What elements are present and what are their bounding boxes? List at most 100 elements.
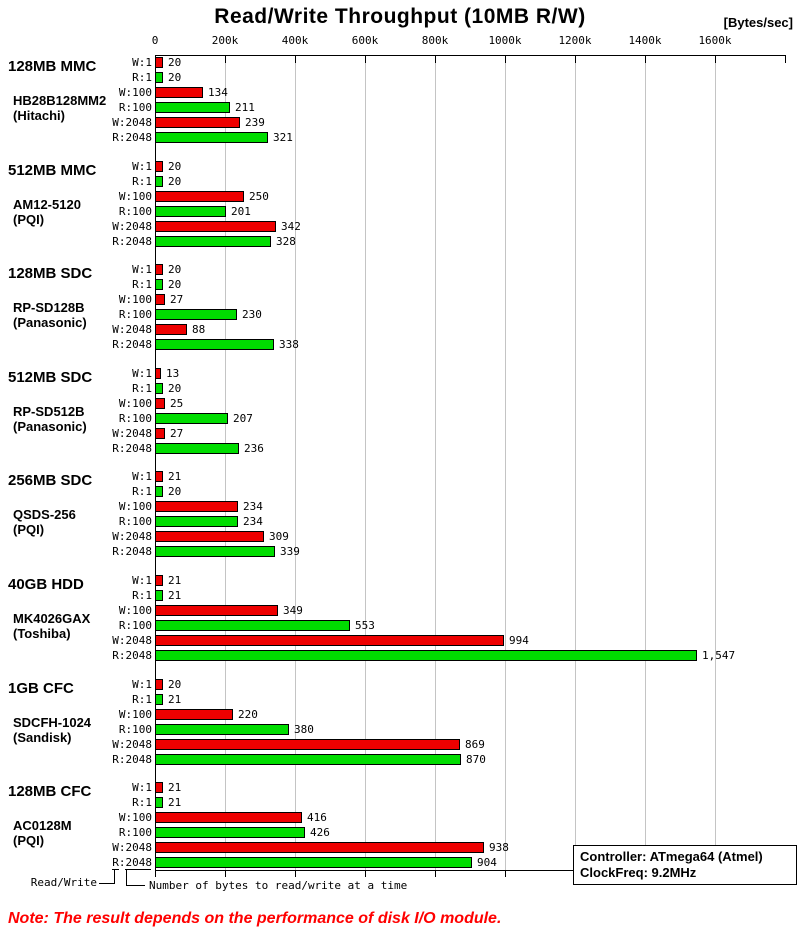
write-bar (155, 191, 244, 202)
bar-row-label: W:100 (118, 190, 152, 203)
bar-row-label: W:2048 (112, 323, 152, 336)
bar-value-label: 207 (233, 412, 253, 425)
bar-row-label: R:100 (118, 619, 152, 632)
group-maker-label: (Sandisk) (13, 730, 72, 745)
read-bar (155, 309, 237, 320)
write-bar (155, 221, 276, 232)
group-name-label: 40GB HDD (8, 576, 84, 593)
bar-row-label: W:100 (118, 293, 152, 306)
gridline (645, 56, 646, 870)
bar-value-label: 20 (168, 278, 182, 291)
bar-value-label: 88 (192, 323, 206, 336)
write-bar (155, 605, 278, 616)
bar-row-label: R:2048 (112, 649, 152, 662)
bar-row-label: W:1 (132, 160, 152, 173)
x-axis-tick-label: 0 (151, 34, 159, 47)
bar-value-label: 342 (281, 220, 301, 233)
read-bar (155, 546, 275, 557)
group-name-label: 1GB CFC (8, 680, 74, 697)
bar-value-label: 230 (242, 308, 262, 321)
bar-value-label: 309 (269, 530, 289, 543)
bar-row-label: R:2048 (112, 235, 152, 248)
read-bar (155, 132, 268, 143)
group-maker-label: (PQI) (13, 522, 45, 537)
bar-value-label: 426 (310, 826, 330, 839)
bar-value-label: 870 (466, 753, 486, 766)
bar-value-label: 25 (170, 397, 184, 410)
axis-tick-mark (505, 56, 506, 63)
bytes-count-callout-bracket (126, 870, 145, 886)
group-name-label: 128MB SDC (8, 265, 93, 282)
gridline (575, 56, 576, 870)
axis-tick-mark (155, 871, 156, 877)
axis-tick-mark (365, 56, 366, 63)
bar-value-label: 20 (168, 263, 182, 276)
group-model-label: QSDS-256 (13, 507, 76, 522)
read-bar (155, 857, 472, 868)
bar-row-label: R:100 (118, 723, 152, 736)
read-bar (155, 694, 163, 705)
bar-row-label: R:100 (118, 826, 152, 839)
write-bar (155, 471, 163, 482)
bar-row-label: R:1 (132, 693, 152, 706)
write-bar (155, 739, 460, 750)
group-model-label: RP-SD128B (13, 300, 85, 315)
bar-value-label: 13 (166, 367, 180, 380)
write-bar (155, 575, 163, 586)
bar-row-label: R:1 (132, 382, 152, 395)
read-bar (155, 413, 228, 424)
bar-row-label: R:2048 (112, 856, 152, 869)
bar-value-label: 211 (235, 101, 255, 114)
axis-tick-mark (225, 56, 226, 63)
read-bar (155, 339, 274, 350)
x-axis-tick-label: 1400k (628, 34, 662, 47)
axis-tick-mark (295, 56, 296, 63)
bar-row-label: R:100 (118, 412, 152, 425)
write-bar (155, 782, 163, 793)
group-model-label: SDCFH-1024 (13, 715, 92, 730)
bar-value-label: 21 (168, 589, 182, 602)
bar-row-label: W:100 (118, 397, 152, 410)
read-bar (155, 620, 350, 631)
bar-row-label: R:2048 (112, 753, 152, 766)
bar-row-label: W:1 (132, 367, 152, 380)
axis-tick-mark (715, 56, 716, 63)
axis-tick-mark (435, 56, 436, 63)
bar-value-label: 20 (168, 160, 182, 173)
x-axis-tick-label: 600k (351, 34, 379, 47)
axis-tick-mark (435, 871, 436, 877)
bar-row-label: W:2048 (112, 841, 152, 854)
bar-row-label: W:100 (118, 86, 152, 99)
bar-row-label: W:1 (132, 263, 152, 276)
read-bar (155, 797, 163, 808)
read-bar (155, 176, 163, 187)
bar-value-label: 938 (489, 841, 509, 854)
clockfreq-info-line: ClockFreq: 9.2MHz (580, 865, 697, 880)
bar-row-label: R:1 (132, 485, 152, 498)
write-bar (155, 501, 238, 512)
bar-value-label: 20 (168, 71, 182, 84)
bar-value-label: 27 (170, 427, 184, 440)
bar-row-label: R:2048 (112, 131, 152, 144)
read-write-callout-bracket (99, 870, 115, 884)
bar-value-label: 21 (168, 781, 182, 794)
read-bar (155, 827, 305, 838)
read-bar (155, 516, 238, 527)
bar-row-label: W:2048 (112, 530, 152, 543)
read-write-underline (112, 869, 119, 870)
bytes-count-underline (125, 869, 151, 870)
bar-row-label: W:100 (118, 500, 152, 513)
bar-value-label: 27 (170, 293, 184, 306)
write-bar (155, 117, 240, 128)
bar-row-label: W:100 (118, 811, 152, 824)
bar-row-label: R:100 (118, 101, 152, 114)
bar-row-label: W:2048 (112, 634, 152, 647)
x-axis-tick-label: 400k (281, 34, 309, 47)
group-name-label: 128MB CFC (8, 783, 92, 800)
controller-info-line: Controller: ATmega64 (Atmel) (580, 849, 763, 864)
group-name-label: 512MB MMC (8, 162, 97, 179)
write-bar (155, 294, 165, 305)
bar-value-label: 20 (168, 382, 182, 395)
axis-tick-mark (225, 871, 226, 877)
read-bar (155, 236, 271, 247)
